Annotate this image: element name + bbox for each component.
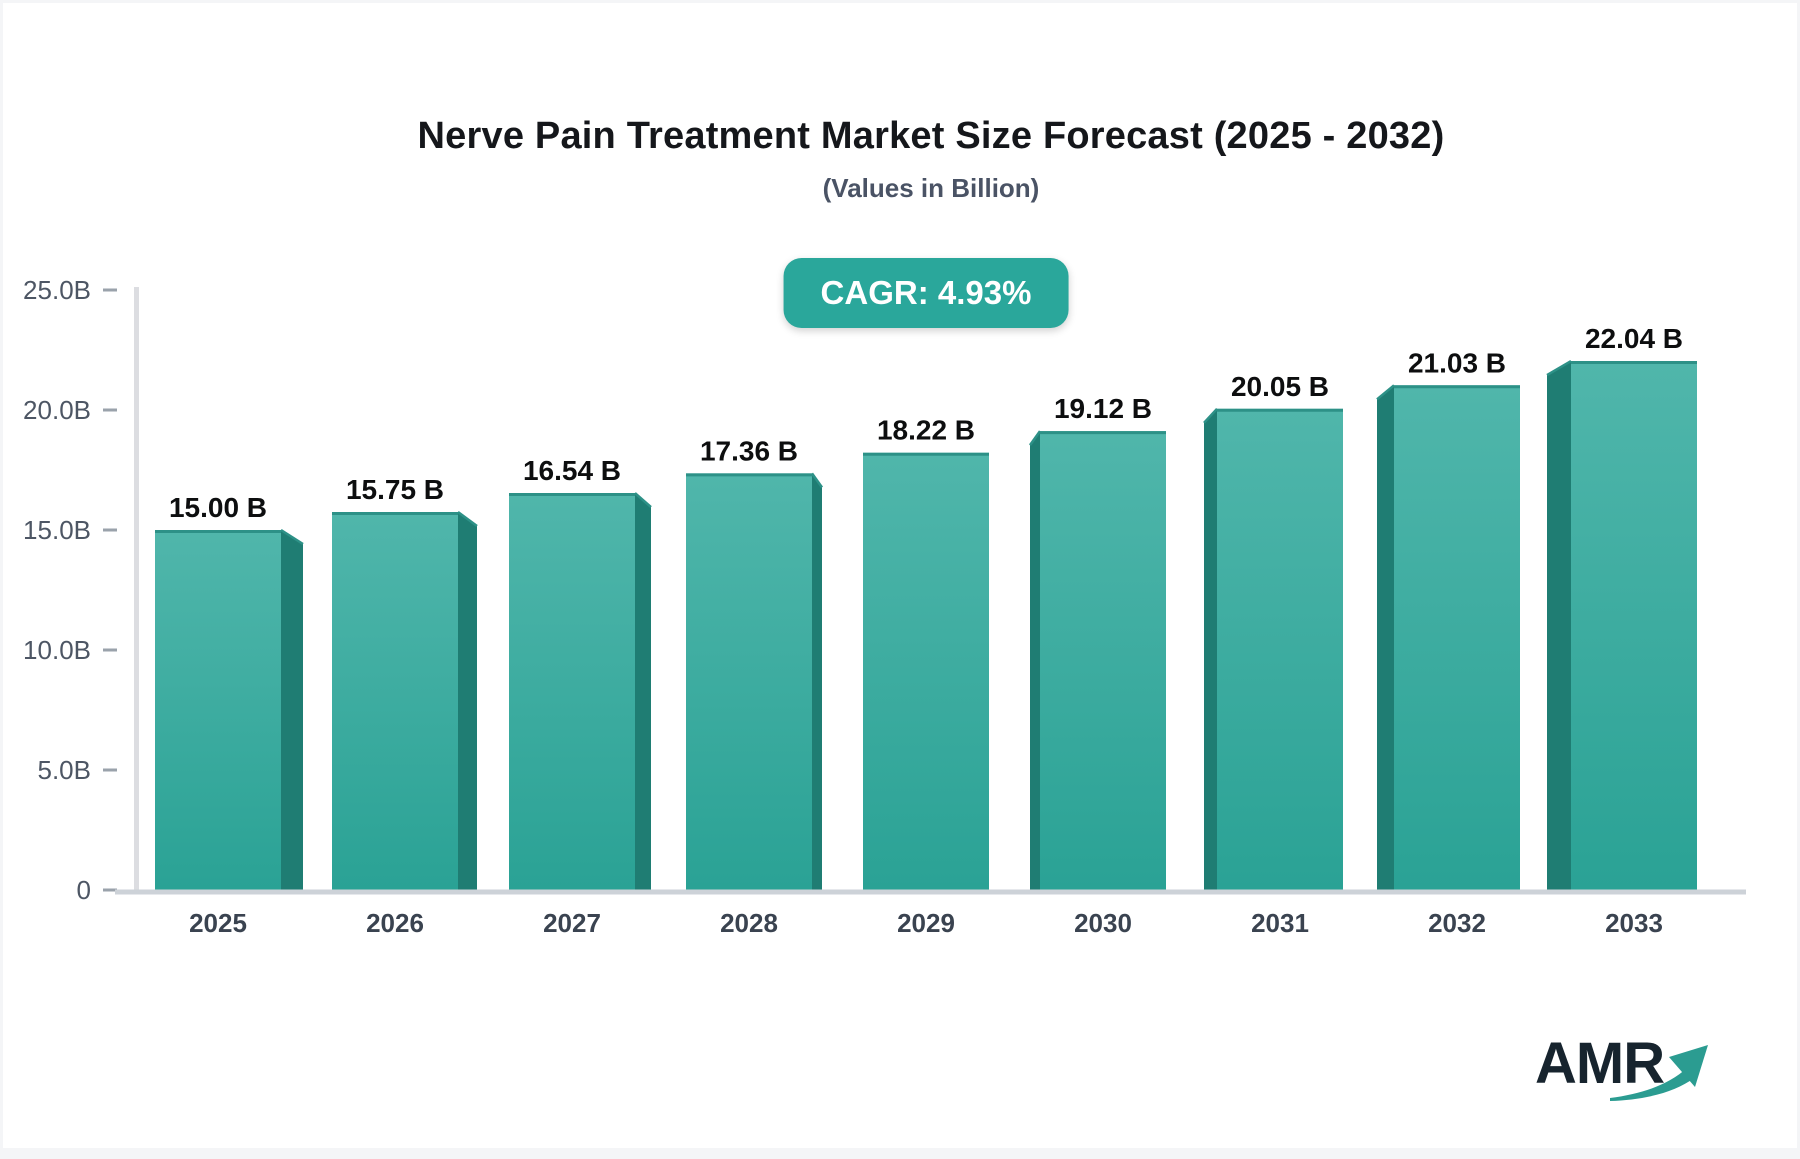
x-axis-label: 2027 (543, 908, 601, 938)
bar-front-face (686, 473, 812, 890)
y-axis-label: 20.0B (23, 395, 91, 425)
bar-side-face (281, 530, 303, 890)
bar-side-top-edge (1546, 359, 1572, 377)
bar-side-face (1030, 431, 1040, 890)
chart-subtitle: (Values in Billion) (822, 173, 1040, 203)
x-axis-label: 2032 (1428, 908, 1486, 938)
amr-logo-text: AMR (1535, 1031, 1665, 1096)
y-axis-label: 15.0B (23, 515, 91, 545)
bar-side-face (812, 473, 822, 890)
bar-2030: 19.12 B 2030 (1028, 393, 1166, 938)
y-axis-label: 25.0B (23, 275, 91, 305)
bar-side-face (1547, 361, 1571, 890)
bar-value-label: 16.54 B (523, 455, 621, 486)
chart-title: Nerve Pain Treatment Market Size Forecas… (417, 115, 1445, 157)
bar-side-top-edge (1376, 384, 1395, 401)
bar-2029: 18.22 B 2029 (863, 415, 989, 938)
x-axis-label: 2033 (1605, 908, 1663, 938)
bar-front-face (1040, 431, 1166, 890)
bar-side-face (1204, 408, 1217, 890)
bar-front-face (332, 512, 458, 890)
bar-side-face (458, 512, 477, 890)
chart-card: 0 5.0B 10.0B 15.0B 20.0B 25.0B 15.00 B 2025 15.7… (3, 3, 1797, 1148)
amr-logo: AMR (1535, 1035, 1735, 1110)
bar-side-top-edge (1028, 430, 1042, 446)
bar-value-label: 20.05 B (1231, 371, 1329, 402)
x-axis-label: 2028 (720, 908, 778, 938)
x-axis-label: 2029 (897, 908, 955, 938)
bar-2031: 20.05 B 2031 (1203, 371, 1343, 938)
bar-2025: 15.00 B 2025 (155, 492, 304, 938)
bar-value-label: 22.04 B (1585, 323, 1683, 354)
x-axis-label: 2025 (189, 908, 247, 938)
bar-front-face (1394, 385, 1520, 890)
bar-front-face (509, 493, 635, 890)
bar-value-label: 21.03 B (1408, 347, 1506, 378)
amr-logo-arrow-icon (1610, 1045, 1708, 1101)
bar-2028: 17.36 B 2028 (686, 435, 824, 938)
cagr-badge: CAGR: 4.93% (783, 258, 1069, 328)
bar-side-top-edge (280, 528, 304, 546)
bar-value-label: 15.00 B (169, 492, 267, 523)
bar-front-face (1571, 361, 1697, 890)
bar-side-face (1377, 385, 1394, 890)
bar-side-top-edge (634, 492, 652, 508)
y-axis-label: 0 (77, 875, 91, 905)
bar-value-label: 17.36 B (700, 435, 798, 466)
y-axis-label: 5.0B (38, 755, 92, 785)
bar-2027: 16.54 B 2027 (509, 455, 652, 938)
bar-front-face (863, 452, 989, 890)
bar-2026: 15.75 B 2026 (332, 474, 478, 938)
bar-side-top-edge (810, 472, 824, 489)
bar-value-label: 18.22 B (877, 415, 975, 446)
x-axis-label: 2031 (1251, 908, 1309, 938)
y-axis-label: 10.0B (23, 635, 91, 665)
bar-value-label: 15.75 B (346, 474, 444, 505)
bar-side-face (635, 493, 651, 890)
bar-chart: 0 5.0B 10.0B 15.0B 20.0B 25.0B 15.00 B 2025 15.7… (23, 275, 1746, 938)
x-axis-label: 2030 (1074, 908, 1132, 938)
bar-side-top-edge (1203, 407, 1218, 424)
x-axis-label: 2026 (366, 908, 424, 938)
bar-value-label: 19.12 B (1054, 393, 1152, 424)
bar-2033: 22.04 B 2033 (1546, 323, 1697, 938)
bar-2032: 21.03 B 2032 (1376, 347, 1520, 938)
bar-front-face (155, 530, 281, 890)
bar-side-top-edge (457, 510, 478, 528)
bar-front-face (1217, 408, 1343, 890)
